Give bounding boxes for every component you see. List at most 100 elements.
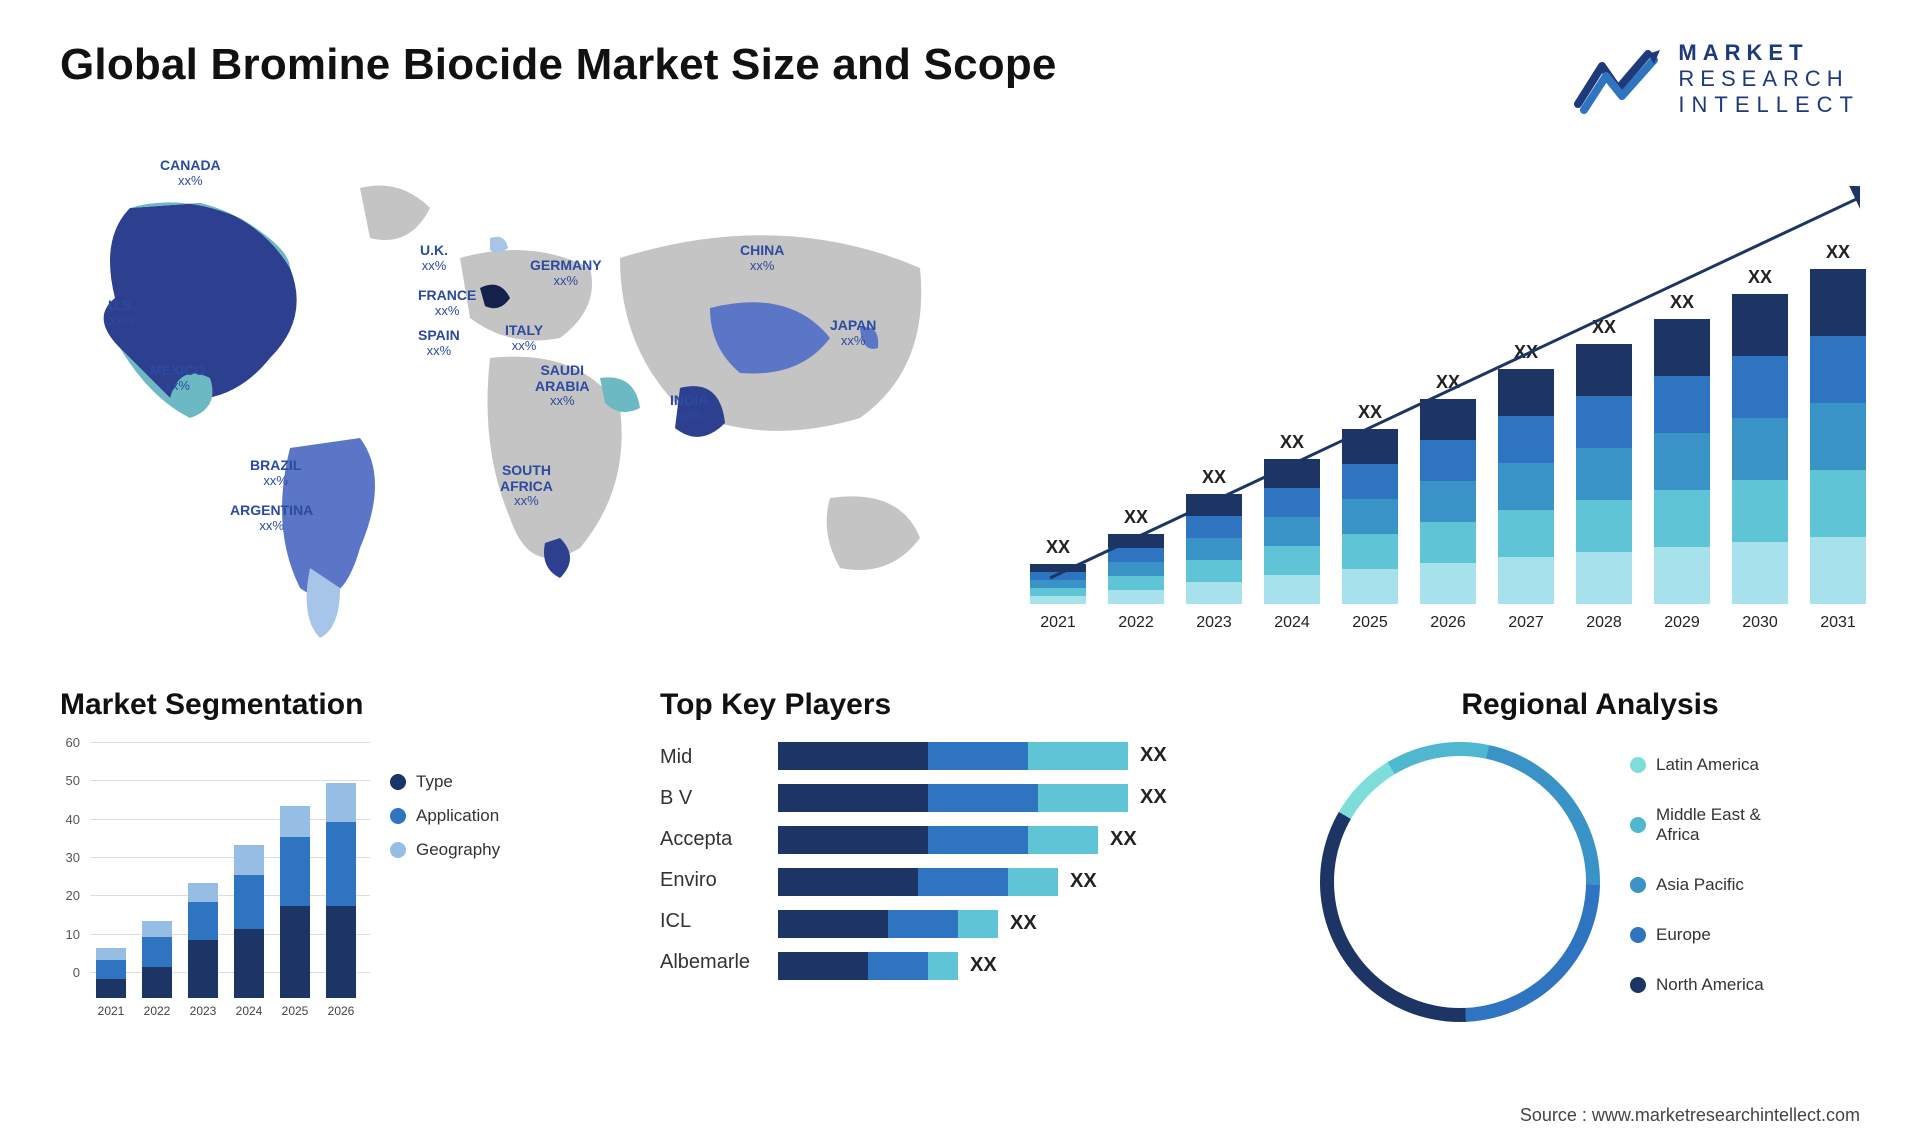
logo-line1: MARKET: [1678, 40, 1860, 66]
seg-y-tick: 0: [54, 965, 80, 980]
seg-y-tick: 60: [54, 735, 80, 750]
growth-value-label: XX: [1264, 432, 1320, 453]
kp-name: Albemarle: [660, 951, 750, 974]
growth-bar-2022: [1108, 534, 1164, 604]
source-text: Source : www.marketresearchintellect.com: [1520, 1105, 1860, 1126]
map-label-canada: CANADAxx%: [160, 158, 221, 188]
growth-bar-2030: [1732, 294, 1788, 604]
seg-legend-item: Application: [390, 806, 500, 826]
ra-legend-item: Asia Pacific: [1630, 875, 1764, 895]
growth-value-label: XX: [1186, 467, 1242, 488]
growth-bar-2029: [1654, 319, 1710, 604]
map-label-saudi-arabia: SAUDIARABIAxx%: [535, 363, 589, 409]
brand-logo: MARKET RESEARCH INTELLECT: [1574, 40, 1860, 118]
seg-x-label: 2021: [90, 1004, 132, 1018]
kp-bar-row: XX: [778, 784, 1280, 812]
map-label-india: INDIAxx%: [670, 393, 708, 423]
growth-chart: 2021XX2022XX2023XX2024XX2025XX2026XX2027…: [1020, 148, 1860, 638]
growth-value-label: XX: [1498, 342, 1554, 363]
logo-mark-icon: [1574, 44, 1664, 114]
growth-year-label: 2029: [1654, 614, 1710, 632]
growth-value-label: XX: [1654, 292, 1710, 313]
growth-value-label: XX: [1420, 372, 1476, 393]
seg-y-tick: 50: [54, 773, 80, 788]
growth-year-label: 2024: [1264, 614, 1320, 632]
growth-value-label: XX: [1108, 507, 1164, 528]
regional-chart: Latin America Middle East &Africa Asia Pac…: [1320, 742, 1860, 1022]
world-map: CANADAxx% U.S.xx% MEXICOxx% BRAZILxx% ARGENT…: [60, 148, 980, 638]
map-label-spain: SPAINxx%: [418, 328, 460, 358]
growth-bar-2026: [1420, 399, 1476, 604]
kp-name: B V: [660, 787, 750, 810]
seg-x-label: 2025: [274, 1004, 316, 1018]
seg-y-tick: 10: [54, 927, 80, 942]
map-label-germany: GERMANYxx%: [530, 258, 602, 288]
logo-line3: INTELLECT: [1678, 92, 1860, 118]
growth-value-label: XX: [1810, 242, 1866, 263]
regional-title: Regional Analysis: [1320, 688, 1860, 722]
growth-bar-2025: [1342, 429, 1398, 604]
seg-y-tick: 30: [54, 850, 80, 865]
kp-value: XX: [1110, 828, 1137, 851]
kp-bar-row: XX: [778, 910, 1280, 938]
kp-value: XX: [1010, 912, 1037, 935]
kp-name: Accepta: [660, 828, 750, 851]
kp-bar-row: XX: [778, 952, 1280, 980]
growth-bar-2027: [1498, 369, 1554, 604]
growth-year-label: 2030: [1732, 614, 1788, 632]
page-title: Global Bromine Biocide Market Size and S…: [60, 40, 1057, 90]
kp-value: XX: [1140, 786, 1167, 809]
kp-bar-row: XX: [778, 868, 1280, 896]
logo-line2: RESEARCH: [1678, 66, 1860, 92]
kp-name: Mid: [660, 746, 750, 769]
seg-x-label: 2022: [136, 1004, 178, 1018]
map-label-u-k-: U.K.xx%: [420, 243, 448, 273]
kp-value: XX: [970, 954, 997, 977]
growth-bar-2031: [1810, 269, 1866, 604]
ra-legend-item: Latin America: [1630, 755, 1764, 775]
keyplayers-chart: MidB VAcceptaEnviroICLAlbemarle XXXXXXXX…: [660, 742, 1280, 994]
growth-bar-2028: [1576, 344, 1632, 604]
map-label-france: FRANCExx%: [418, 288, 476, 318]
growth-value-label: XX: [1732, 267, 1788, 288]
map-label-argentina: ARGENTINAxx%: [230, 503, 313, 533]
seg-x-label: 2024: [228, 1004, 270, 1018]
seg-x-label: 2023: [182, 1004, 224, 1018]
seg-legend-item: Type: [390, 772, 500, 792]
map-label-italy: ITALYxx%: [505, 323, 543, 353]
kp-value: XX: [1140, 744, 1167, 767]
kp-name: ICL: [660, 910, 750, 933]
kp-bar-row: XX: [778, 826, 1280, 854]
growth-year-label: 2025: [1342, 614, 1398, 632]
growth-year-label: 2026: [1420, 614, 1476, 632]
map-label-mexico: MEXICOxx%: [150, 363, 205, 393]
map-label-brazil: BRAZILxx%: [250, 458, 301, 488]
map-label-japan: JAPANxx%: [830, 318, 876, 348]
seg-legend-item: Geography: [390, 840, 500, 860]
growth-year-label: 2028: [1576, 614, 1632, 632]
ra-legend-item: North America: [1630, 975, 1764, 995]
segmentation-title: Market Segmentation: [60, 688, 620, 722]
growth-year-label: 2023: [1186, 614, 1242, 632]
keyplayers-title: Top Key Players: [660, 688, 1280, 722]
kp-value: XX: [1070, 870, 1097, 893]
growth-year-label: 2027: [1498, 614, 1554, 632]
kp-bar-row: XX: [778, 742, 1280, 770]
growth-value-label: XX: [1030, 537, 1086, 558]
growth-year-label: 2021: [1030, 614, 1086, 632]
map-label-china: CHINAxx%: [740, 243, 784, 273]
growth-value-label: XX: [1342, 402, 1398, 423]
ra-legend-item: Europe: [1630, 925, 1764, 945]
ra-legend-item: Middle East &Africa: [1630, 805, 1764, 845]
map-label-south-africa: SOUTHAFRICAxx%: [500, 463, 553, 509]
growth-bar-2024: [1264, 459, 1320, 604]
segmentation-chart: 0102030405060202120222023202420252026 Ty…: [60, 742, 620, 1022]
seg-y-tick: 20: [54, 888, 80, 903]
growth-value-label: XX: [1576, 317, 1632, 338]
seg-y-tick: 40: [54, 812, 80, 827]
kp-name: Enviro: [660, 869, 750, 892]
growth-year-label: 2031: [1810, 614, 1866, 632]
growth-bar-2021: [1030, 564, 1086, 604]
seg-x-label: 2026: [320, 1004, 362, 1018]
map-label-u-s-: U.S.xx%: [108, 298, 135, 328]
